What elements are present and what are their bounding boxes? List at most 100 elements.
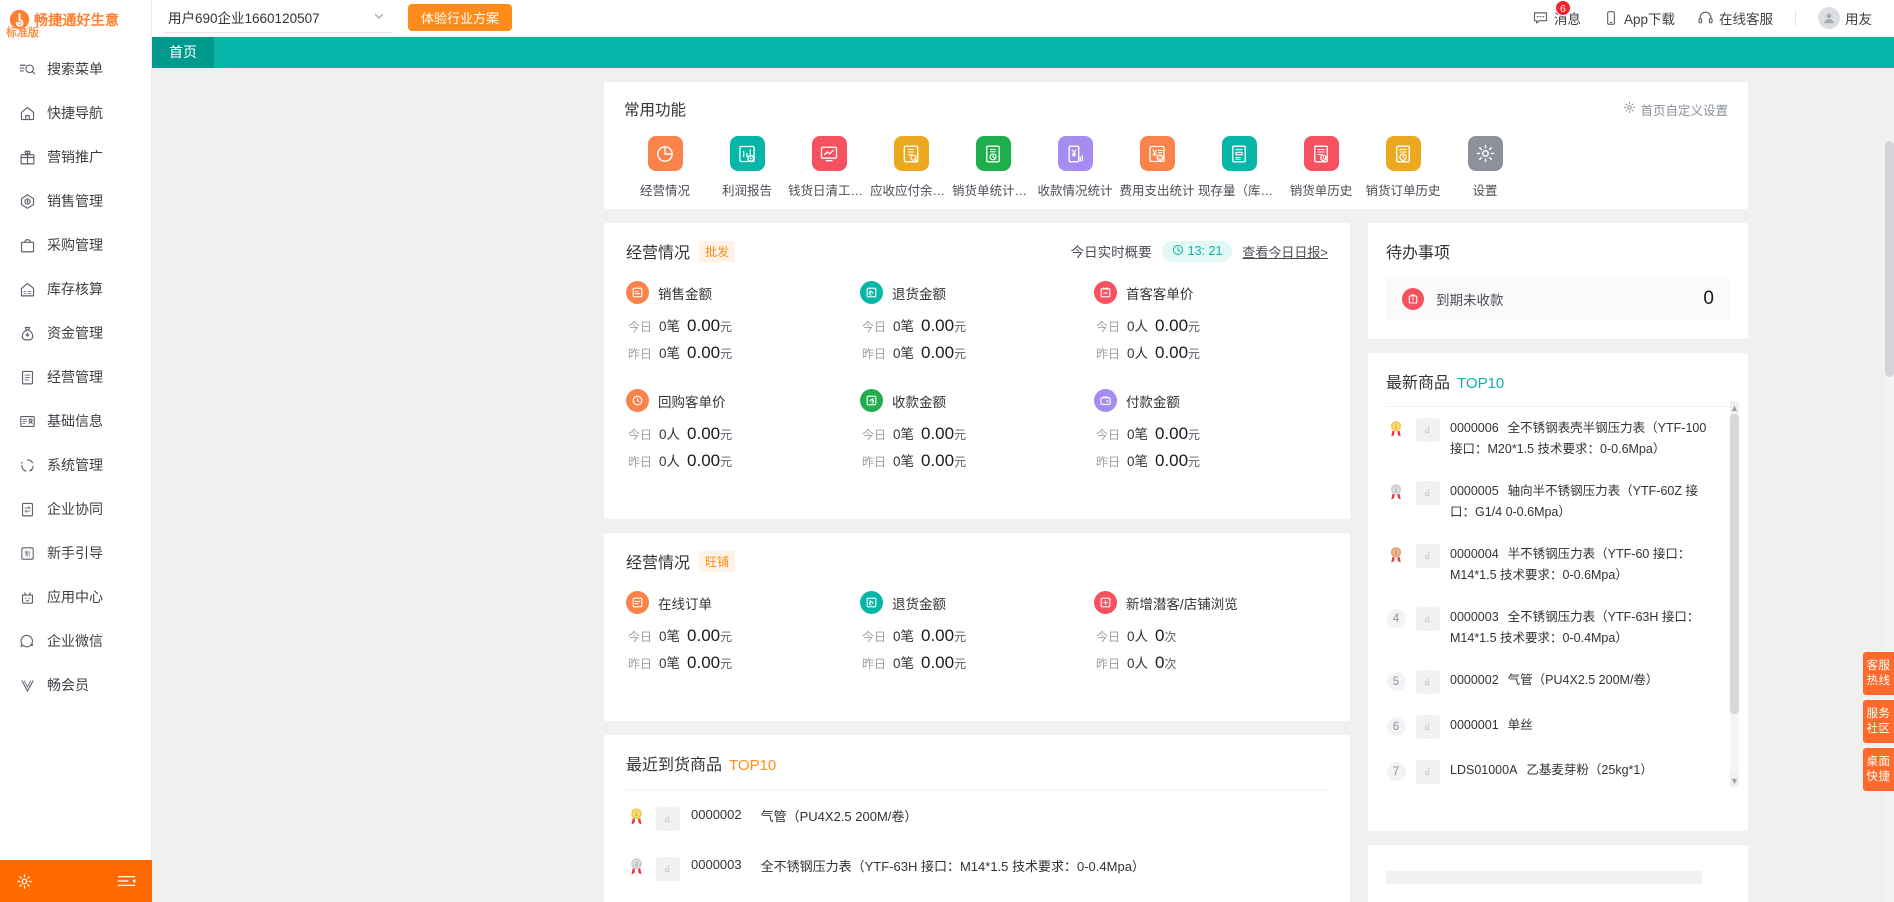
newest-products-scrollbar[interactable]: ▲ ▼ (1730, 401, 1739, 788)
metric-yesterday-count: 0笔 (1126, 454, 1148, 470)
online-support-button[interactable]: 在线客服 (1697, 8, 1773, 28)
function-item-receipt-statistics[interactable]: 收款情况统计 (1034, 136, 1116, 199)
sidebar-item-sales[interactable]: 销售管理 (0, 179, 151, 223)
list-item[interactable]: 7 LDS01000A 乙基麦芽粉（25kg*1） (1386, 749, 1722, 794)
function-item-profit-report[interactable]: 利润报告 (706, 136, 788, 199)
float-button-hotline[interactable]: 客服 热线 (1863, 652, 1894, 696)
product-thumbnail (1416, 670, 1440, 695)
today-label: 今日 (861, 428, 886, 443)
list-item[interactable]: 3 0000004 半不锈钢压力表 (1386, 533, 1722, 596)
home-customize-settings-button[interactable]: 首页自定义设置 (1623, 100, 1728, 119)
sidebar-item-operations[interactable]: 经营管理 (0, 355, 151, 399)
page-scrollbar[interactable] (1885, 141, 1894, 902)
yesterday-label: 昨日 (861, 347, 886, 362)
business-wholesale-tag: 批发 (699, 240, 736, 262)
metric-yesterday-value: 0.00 (920, 343, 955, 363)
sidebar-item-quick-nav[interactable]: 快捷导航 (0, 91, 151, 135)
scroll-up-icon[interactable]: ▲ (1730, 401, 1739, 415)
list-item[interactable]: 1 0000006 全不锈钢表壳半 (1386, 407, 1722, 470)
doc-clock-icon (975, 136, 1011, 172)
float-button-community[interactable]: 服务 社区 (1863, 700, 1894, 744)
org-select[interactable]: 用户690企业1660120507 (164, 3, 392, 33)
tab-home[interactable]: 首页 (152, 36, 214, 69)
gear-icon[interactable] (16, 873, 33, 890)
metric-today-count: 0人 (1126, 629, 1148, 645)
newest-products-title: 最新商品 (1386, 375, 1451, 393)
metric-unit: 次 (1164, 657, 1177, 672)
function-item-receivable-payable-balance[interactable]: 应收应付余额... (870, 136, 952, 199)
todo-item-overdue-receivable[interactable]: 到期未收款 0 (1386, 277, 1730, 322)
float-button-desktop-shortcut[interactable]: 桌面 快捷 (1863, 748, 1894, 792)
metric-name: 回购客单价 (658, 394, 726, 410)
sidebar-item-purchase[interactable]: 采购管理 (0, 223, 151, 267)
yesterday-label: 昨日 (1095, 657, 1120, 672)
sidebar-item-label: 系统管理 (47, 457, 103, 473)
metric-yesterday-value: 0.00 (1154, 451, 1189, 471)
function-item-sales-order-history[interactable]: 销货单历史 (1280, 136, 1362, 199)
user-menu[interactable]: 用友 (1818, 6, 1872, 29)
function-item-sales-order-statistics[interactable]: 销货单统计表... (952, 136, 1034, 199)
metric-yesterday-count: 0人 (1126, 346, 1148, 362)
receipt-amount-icon (859, 389, 883, 413)
metric-name: 首客客单价 (1125, 286, 1194, 302)
messages-button[interactable]: 消息 6 (1532, 0, 1581, 28)
list-item[interactable]: 1 0000002 气管（PU4X2 (626, 794, 1328, 844)
function-item-current-stock[interactable]: 现存量（库存... (1198, 136, 1280, 199)
list-item[interactable]: 4 0000003 全不锈钢压力表（YTF-63H 接口：M14*1.5 技术要求… (1386, 596, 1722, 659)
product-code: 0000004 (1450, 547, 1499, 562)
sidebar-item-wecom[interactable]: 企业微信 (0, 619, 151, 663)
collapse-icon[interactable] (117, 874, 136, 888)
brand-edition: 标准版 (6, 27, 39, 39)
list-item[interactable]: 2 0000005 轴向半不锈钢压 (1386, 470, 1722, 533)
view-daily-report-link[interactable]: 查看今日日报> (1242, 244, 1328, 260)
function-item-settings[interactable]: 设置 (1444, 136, 1526, 199)
sidebar-item-marketing[interactable]: 营销推广 (0, 135, 151, 179)
sidebar-item-system[interactable]: 系统管理 (0, 443, 151, 487)
newest-products-card: 最新商品 TOP10 1 (1368, 353, 1748, 832)
sidebar-item-new-guide[interactable]: 新 新手引导 (0, 531, 151, 575)
list-item[interactable]: 3 0000004 半不锈钢压力表（ (626, 894, 1328, 902)
history-doc-icon (1303, 136, 1339, 172)
return-amount-icon (859, 591, 883, 615)
scrollbar-thumb[interactable] (1730, 414, 1739, 715)
brand-name: 畅捷通好生意 (34, 11, 120, 28)
secondary-placeholder-card (1368, 845, 1748, 902)
float-button-line2: 快捷 (1866, 770, 1891, 783)
function-item-sales-order-history-list[interactable]: 销货订单历史 (1362, 136, 1444, 199)
online-order-icon (626, 591, 649, 615)
sidebar-item-vip[interactable]: 畅会员 (0, 663, 151, 707)
list-item[interactable]: 6 0000001 单丝 (1386, 704, 1722, 749)
todo-title: 待办事项 (1386, 245, 1451, 263)
sidebar-item-collaboration[interactable]: 企业协同 (0, 487, 151, 531)
metric-unit: 元 (954, 428, 967, 443)
list-item[interactable]: 5 0000002 气管（PU4X2.5 200M/卷） (1386, 659, 1722, 704)
experience-solution-button[interactable]: 体验行业方案 (408, 4, 513, 32)
sidebar-item-basic-info[interactable]: 基础信息 (0, 399, 151, 443)
rank-value: 6 (1386, 717, 1406, 737)
settings-dots-icon (18, 456, 37, 475)
sidebar-item-search-menu[interactable]: 搜索菜单 (0, 47, 151, 91)
sales-badge-icon (18, 192, 37, 211)
app-download-button[interactable]: App下载 (1603, 8, 1675, 28)
yesterday-label: 昨日 (628, 347, 653, 362)
list-item[interactable]: 2 0000003 全不锈钢压力表（ (626, 844, 1328, 894)
page-scrollbar-thumb[interactable] (1885, 141, 1894, 378)
todo-label: 到期未收款 (1436, 293, 1504, 309)
sidebar-item-label: 资金管理 (47, 325, 103, 341)
sidebar-item-inventory[interactable]: 库存核算 (0, 267, 151, 311)
scroll-down-icon[interactable]: ▼ (1730, 774, 1739, 788)
function-item-business-status[interactable]: 经营情况 (624, 136, 706, 199)
metric-today-value: 0.00 (687, 424, 721, 444)
app-center-icon (18, 588, 37, 607)
sidebar-item-app-center[interactable]: 应用中心 (0, 575, 151, 619)
content-area: 常用功能 首页自定义设置 (152, 68, 1894, 902)
product-thumbnail (1416, 481, 1440, 506)
sidebar-item-label: 采购管理 (47, 237, 103, 253)
return-amount-icon (859, 281, 883, 305)
function-item-cash-goods-workbench[interactable]: 钱货日清工作台 (788, 136, 870, 199)
function-label: 收款情况统计 (1037, 184, 1113, 199)
search-menu-icon (18, 60, 37, 79)
sidebar-item-funds[interactable]: 资金管理 (0, 311, 151, 355)
function-item-expense-statistics[interactable]: 费用支出统计 (1116, 136, 1198, 199)
metric-unit: 元 (720, 630, 733, 645)
